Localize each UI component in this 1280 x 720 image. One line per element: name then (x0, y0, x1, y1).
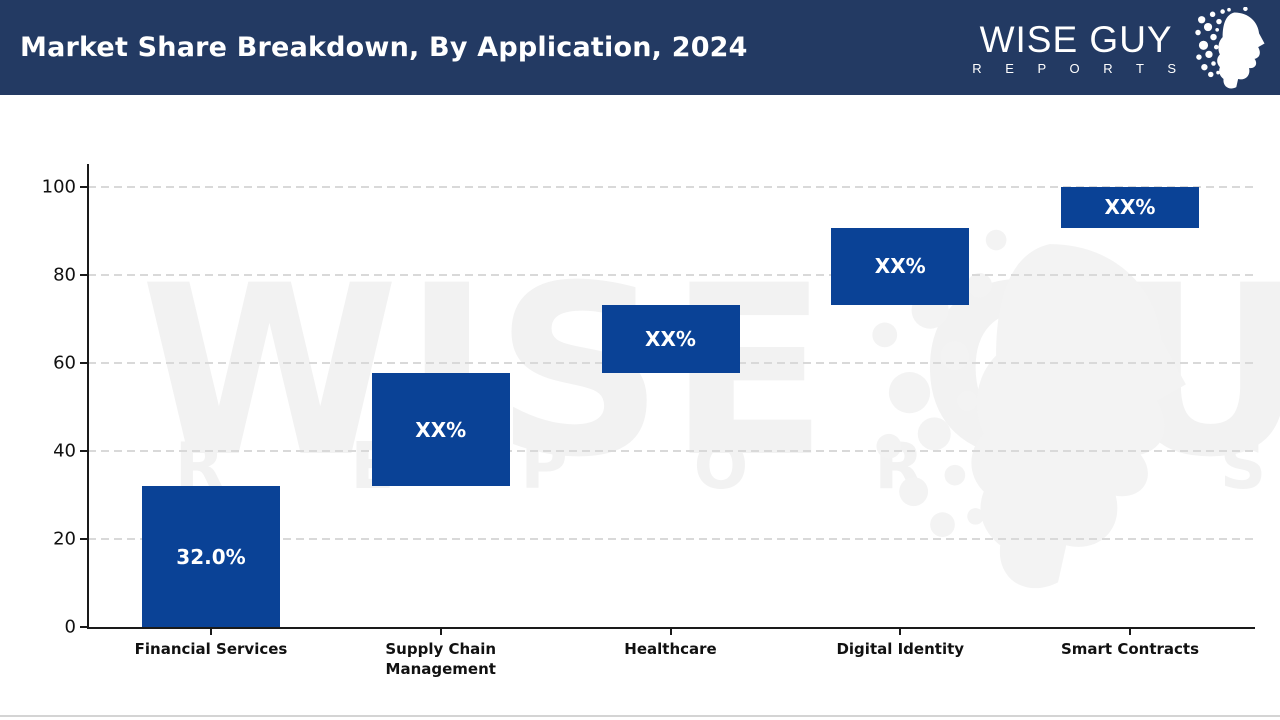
wiseguy-logo-text: WISE GUY R E P O R T S (966, 21, 1186, 75)
y-axis-tick-60 (80, 362, 87, 364)
waterfall-bar-digital-identity (831, 227, 970, 305)
x-axis-line (87, 627, 1255, 629)
waterfall-bar-smart-contracts (1061, 187, 1199, 228)
gridline-y20 (88, 538, 1255, 540)
y-axis-tick-80 (80, 274, 87, 276)
x-axis-label-digital-identity: Digital Identity (836, 640, 965, 658)
x-axis-label-supply-chain-management: Supply Chain Management (385, 640, 497, 679)
x-axis-label-healthcare: Healthcare (624, 640, 717, 658)
y-axis-tick-100 (80, 186, 87, 188)
page-title: Market Share Breakdown, By Application, … (20, 32, 748, 63)
wiseguy-logo-wordmark: WISE GUY (979, 18, 1173, 60)
y-axis-tick-0 (80, 626, 87, 628)
bottom-divider (0, 715, 1280, 717)
x-axis-tick-financial-services (210, 629, 212, 635)
gridline-y100 (88, 186, 1255, 188)
y-axis-label-60: 60 (53, 352, 76, 374)
bar-value-label-digital-identity: XX% (874, 254, 926, 279)
waterfall-bar-financial-services (142, 486, 280, 627)
wiseguy-logo-subtitle: R E P O R T S (972, 60, 1186, 76)
wiseguy-head-icon (1195, 6, 1265, 88)
gridline-y40 (88, 450, 1255, 452)
y-axis-tick-20 (80, 538, 87, 540)
y-axis-label-40: 40 (53, 440, 76, 462)
x-axis-tick-digital-identity (899, 629, 902, 635)
x-axis-label-smart-contracts: Smart Contracts (1060, 640, 1200, 658)
y-axis-label-0: 0 (64, 616, 76, 638)
watermark-head-graphic (872, 229, 1186, 589)
bar-value-label-smart-contracts: XX% (1104, 195, 1156, 220)
y-axis-tick-40 (80, 450, 87, 452)
x-axis-tick-healthcare (669, 629, 672, 635)
y-axis-line (87, 164, 89, 629)
y-axis-label-20: 20 (53, 528, 76, 550)
bar-value-label-healthcare: XX% (645, 327, 696, 351)
x-axis-label-financial-services: Financial Services (134, 640, 288, 658)
y-axis-label-100: 100 (41, 176, 76, 198)
y-axis-label-80: 80 (53, 264, 76, 286)
waterfall-bar-supply-chain-management (371, 373, 510, 487)
bar-value-label-supply-chain-management: XX% (415, 417, 467, 442)
x-axis-tick-supply-chain-management (439, 629, 442, 635)
header-bar: Market Share Breakdown, By Application, … (0, 0, 1280, 95)
wiseguy-logo: WISE GUY R E P O R T S (966, 6, 1280, 89)
gridline-y80 (88, 274, 1255, 276)
x-axis-tick-smart-contracts (1129, 629, 1131, 635)
waterfall-bar-healthcare (601, 304, 740, 374)
bar-value-label-financial-services: 32.0% (176, 544, 246, 569)
